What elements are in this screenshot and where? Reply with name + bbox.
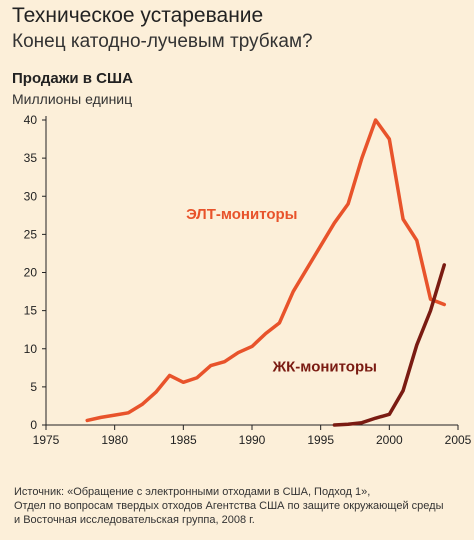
y-tick-label: 30 — [24, 189, 38, 203]
y-tick-label: 25 — [24, 227, 38, 241]
y-tick-label: 15 — [24, 304, 38, 318]
x-tick-label: 2000 — [376, 433, 403, 447]
y-axis-units: Миллионы единиц — [12, 91, 133, 107]
y-tick-label: 40 — [24, 113, 38, 127]
series-line-crt — [85, 118, 447, 423]
chart-subtitle: Конец катодно-лучевым трубкам? — [12, 31, 313, 52]
source-line: Источник: «Обращение с электронными отхо… — [14, 486, 371, 498]
y-tick-label: 0 — [30, 418, 37, 432]
y-tick-label: 5 — [30, 380, 37, 394]
x-tick-label: 1975 — [33, 433, 60, 447]
x-tick-label: 1980 — [101, 433, 128, 447]
y-tick-label: 35 — [24, 151, 38, 165]
series-line-lcd — [332, 263, 447, 427]
chart-label: Продажи в США — [12, 70, 133, 87]
source-note: Источник: «Обращение с электронными отхо… — [14, 485, 466, 527]
source-line: Отдел по вопросам твердых отходов Агентс… — [14, 500, 444, 512]
y-tick-label: 20 — [24, 266, 38, 280]
chart-title: Техническое устаревание — [12, 4, 264, 27]
x-tick-label: 1995 — [307, 433, 334, 447]
x-tick-label: 1985 — [170, 433, 197, 447]
series-label-crt: ЭЛТ-мониторы — [186, 206, 297, 223]
x-tick-label: 1990 — [239, 433, 266, 447]
y-tick-label: 10 — [24, 342, 38, 356]
x-tick-label: 2005 — [445, 433, 472, 447]
series-label-lcd: ЖК-мониторы — [272, 359, 377, 376]
source-line: и Восточная исследовательская группа, 20… — [14, 514, 255, 526]
